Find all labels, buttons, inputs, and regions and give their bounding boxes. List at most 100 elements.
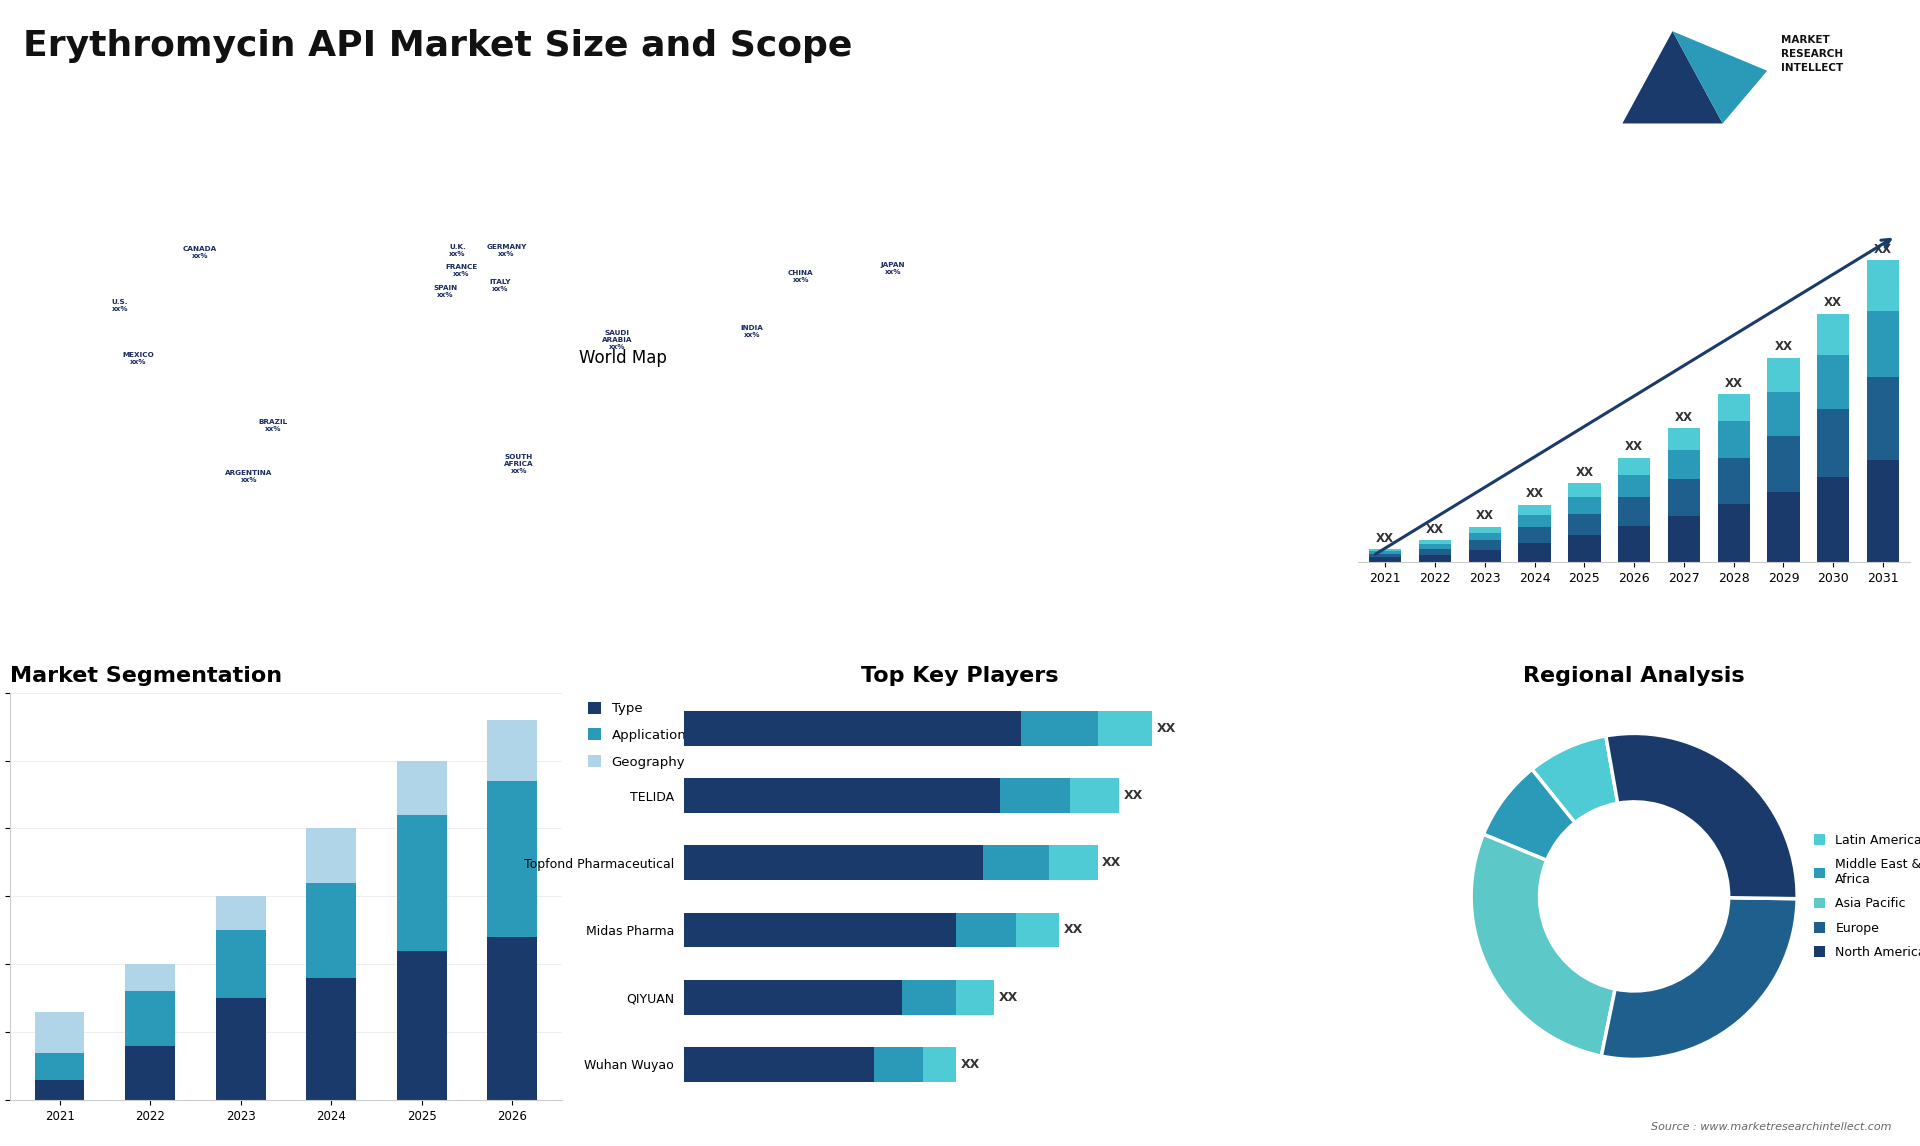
Wedge shape [1532,736,1619,823]
Bar [1766,392,1799,435]
Text: XX: XX [1526,487,1544,501]
Text: XX: XX [1624,440,1644,453]
Text: U.K.
xx%: U.K. xx% [449,244,467,257]
Bar [902,980,956,1014]
Bar [684,712,1021,746]
Bar [1816,409,1849,477]
Bar [35,1053,84,1080]
Bar [1000,778,1069,814]
Bar [397,761,447,815]
Text: XX: XX [1724,377,1743,390]
Bar [1048,846,1098,880]
Wedge shape [1471,834,1615,1057]
Text: FRANCE
xx%: FRANCE xx% [445,265,478,277]
Bar [35,1012,84,1053]
Bar [1619,457,1651,474]
Bar [1469,550,1501,563]
Bar [1519,543,1551,563]
Bar [874,1046,924,1082]
Legend: Type, Application, Geography: Type, Application, Geography [586,699,689,771]
Wedge shape [1484,769,1574,861]
Bar [1619,474,1651,496]
Bar [307,829,355,882]
Text: XX: XX [1427,523,1444,536]
Bar [1718,457,1749,504]
Bar [1668,516,1699,563]
Bar [1469,540,1501,550]
Bar [1668,429,1699,450]
Polygon shape [1622,31,1722,124]
Bar [215,931,265,998]
Bar [1419,549,1452,555]
Bar [125,991,175,1046]
Bar [1766,492,1799,563]
Bar [1766,435,1799,492]
Text: XX: XX [1824,297,1843,309]
Bar [35,1080,84,1100]
Text: XX: XX [1874,243,1891,256]
Bar [1519,527,1551,543]
Bar [956,980,995,1014]
Text: XX: XX [1102,856,1121,870]
Bar [1816,477,1849,563]
Text: SOUTH
AFRICA
xx%: SOUTH AFRICA xx% [503,455,534,474]
Bar [397,815,447,951]
Bar [397,951,447,1100]
Text: Source : www.marketresearchintellect.com: Source : www.marketresearchintellect.com [1651,1122,1891,1132]
Bar [1816,314,1849,355]
Bar [1569,513,1601,535]
Bar [125,964,175,991]
Bar [1569,496,1601,513]
Bar [684,778,1000,814]
Bar [1469,527,1501,533]
Bar [307,882,355,978]
Bar [488,720,538,780]
Bar [1419,544,1452,549]
Bar [1816,355,1849,409]
Bar [684,1046,874,1082]
Text: ITALY
xx%: ITALY xx% [490,278,511,291]
Bar [1866,377,1899,460]
Bar [1419,555,1452,563]
Wedge shape [1605,733,1797,898]
Text: XX: XX [1674,410,1693,424]
Bar [125,1046,175,1100]
Bar [215,896,265,931]
Text: MEXICO
xx%: MEXICO xx% [123,352,154,364]
Text: XX: XX [1064,924,1083,936]
Bar [1369,557,1402,563]
Text: ARGENTINA
xx%: ARGENTINA xx% [225,470,273,484]
Bar [1419,540,1452,544]
Legend: Latin America, Middle East &
Africa, Asia Pacific, Europe, North America: Latin America, Middle East & Africa, Asi… [1812,831,1920,961]
Text: CANADA
xx%: CANADA xx% [182,246,217,259]
Bar [1668,479,1699,516]
Bar [956,912,1016,948]
Text: XX: XX [998,990,1018,1004]
Bar [488,937,538,1100]
Bar [1069,778,1119,814]
Bar [1619,496,1651,526]
Bar [1766,358,1799,392]
Bar [1569,484,1601,496]
Bar [684,912,956,948]
Text: INDIA
xx%: INDIA xx% [741,325,762,338]
Bar [1718,421,1749,457]
Text: U.S.
xx%: U.S. xx% [111,299,129,312]
Bar [1369,549,1402,551]
Bar [1369,554,1402,557]
Bar [1469,533,1501,540]
Text: BRAZIL
xx%: BRAZIL xx% [259,419,288,432]
Text: GERMANY
xx%: GERMANY xx% [486,244,526,257]
Bar [1016,912,1060,948]
Polygon shape [1672,31,1766,124]
Bar [1866,460,1899,563]
Bar [488,780,538,937]
Bar [1866,260,1899,312]
Bar [1718,394,1749,421]
Title: Top Key Players: Top Key Players [862,666,1058,685]
Bar [1668,450,1699,479]
Bar [1098,712,1152,746]
Bar [1519,515,1551,527]
Bar [1021,712,1098,746]
Text: SPAIN
xx%: SPAIN xx% [434,284,457,298]
